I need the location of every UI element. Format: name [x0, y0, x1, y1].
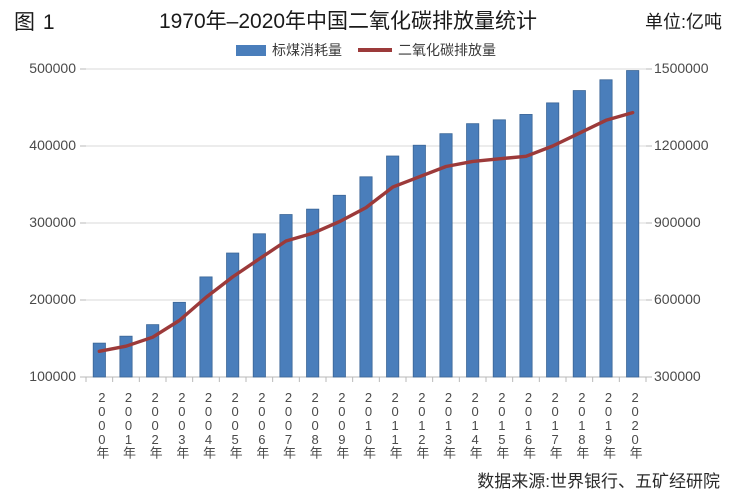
bar — [92, 342, 106, 378]
bar — [252, 233, 266, 378]
y-axis-left-tick-label: 200000 — [29, 291, 76, 307]
bar — [199, 276, 213, 378]
x-axis-tick-label: 2015年 — [494, 390, 510, 458]
x-axis-ticks: 2000年 2001年 2002年 2003年 2004年 2005年 2006年 2007年… — [0, 390, 732, 458]
bar — [359, 176, 373, 378]
x-axis-tick-label: 2013年 — [441, 390, 456, 458]
x-axis-tick-label: 2011年 — [387, 390, 403, 458]
x-axis-tick-label: 2014年 — [467, 390, 483, 458]
legend-item: 二氧化碳排放量 — [358, 40, 496, 60]
legend-item: 标煤消耗量 — [236, 40, 342, 60]
bar — [412, 144, 426, 378]
bar — [119, 335, 133, 378]
x-axis-tick-label: 2000年 — [94, 390, 110, 458]
x-axis-tick-label: 2006年 — [254, 390, 270, 458]
x-axis-tick-label: 2005年 — [227, 390, 243, 458]
bar — [279, 214, 293, 378]
plot-svg — [80, 68, 652, 382]
x-axis-tick-label: 2003年 — [174, 390, 190, 458]
x-axis-tick-label: 2018年 — [574, 390, 590, 458]
chart-header: 图 1 1970年–2020年中国二氧化碳排放量统计 单位:亿吨 — [0, 0, 732, 36]
x-axis-tick-label: 2020年 — [627, 390, 643, 458]
y-axis-right-tick-label: 900000 — [654, 214, 701, 230]
y-axis-left-tick-label: 500000 — [29, 60, 76, 76]
legend-label: 二氧化碳排放量 — [398, 42, 496, 58]
x-axis-tick-label: 2019年 — [601, 390, 616, 458]
y-axis-right-tick-label: 300000 — [654, 368, 701, 384]
x-axis-tick-label: 2016年 — [521, 390, 536, 458]
legend-label: 标煤消耗量 — [272, 42, 342, 58]
bar — [146, 324, 160, 378]
unit-label: 单位:亿吨 — [644, 12, 722, 32]
bar — [492, 119, 506, 378]
bar — [599, 79, 613, 378]
y-axis-left-tick-label: 400000 — [29, 137, 76, 153]
bar — [519, 114, 533, 378]
x-axis-tick-label: 2012年 — [414, 390, 430, 458]
bar — [466, 123, 480, 378]
bar — [546, 102, 560, 378]
x-axis-tick-label: 2004年 — [201, 390, 216, 458]
y-axis-left-tick-label: 100000 — [29, 368, 76, 384]
legend-bar-swatch-icon — [236, 44, 266, 56]
bar — [332, 194, 346, 378]
bar — [572, 90, 586, 378]
x-axis-tick-label: 2001年 — [121, 390, 136, 458]
plot-area: 100000 200000 300000 400000 500000 300000 600… — [0, 60, 732, 390]
bar — [172, 301, 186, 378]
x-axis-tick-label: 2017年 — [547, 390, 563, 458]
figure-number-label: 图 1 — [14, 11, 56, 34]
x-axis-tick-label: 2002年 — [147, 390, 163, 458]
source-note: 数据来源:世界银行、五矿经研院 — [477, 472, 720, 491]
x-axis-tick-label: 2007年 — [281, 390, 296, 458]
page-title: 1970年–2020年中国二氧化碳排放量统计 — [158, 10, 538, 33]
bar — [626, 70, 640, 378]
chart-legend: 标煤消耗量 二氧化碳排放量 — [0, 40, 732, 60]
x-axis-tick-label: 2009年 — [334, 390, 350, 458]
legend-line-swatch-icon — [358, 48, 392, 52]
y-axis-right-tick-label: 600000 — [654, 291, 701, 307]
y-axis-right-tick-label: 1500000 — [654, 60, 709, 76]
y-axis-right-tick-label: 1200000 — [654, 137, 709, 153]
x-axis-tick-label: 2008年 — [307, 390, 323, 458]
bar — [386, 155, 400, 378]
line-series — [97, 110, 635, 353]
bar — [306, 208, 320, 378]
x-axis-tick-label: 2010年 — [361, 390, 376, 458]
bar — [226, 252, 240, 378]
bar — [439, 133, 453, 378]
y-axis-left-tick-label: 300000 — [29, 214, 76, 230]
